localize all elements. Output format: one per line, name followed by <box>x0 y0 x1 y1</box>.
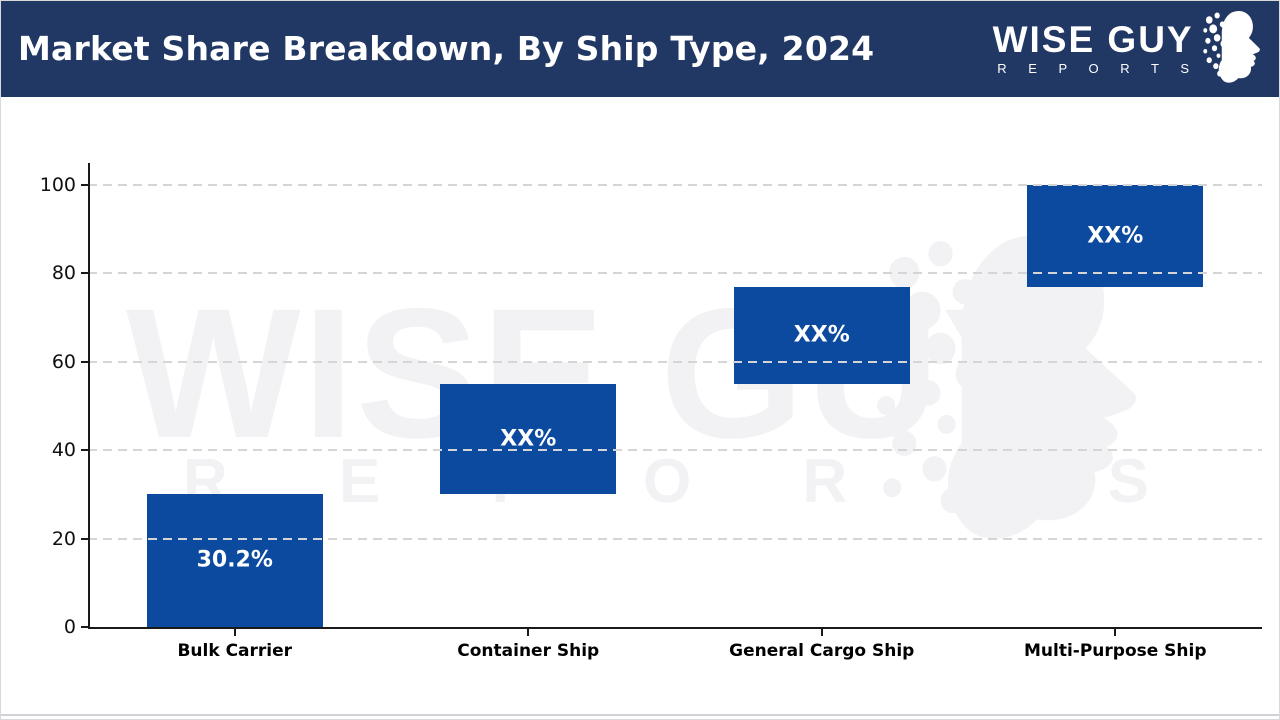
bar-value-label: 30.2% <box>196 547 273 573</box>
gridline-y-60 <box>88 360 1262 363</box>
y-tick-label-40: 40 <box>51 439 76 462</box>
bar-container-ship[interactable] <box>440 383 617 494</box>
x-category-label: Bulk Carrier <box>177 641 293 661</box>
x-category-label: Multi-Purpose Ship <box>1023 641 1207 661</box>
header-bar: Market Share Breakdown, By Ship Type, 20… <box>0 0 1280 97</box>
y-tickmark-0 <box>81 626 88 628</box>
x-category-label: General Cargo Ship <box>729 641 915 661</box>
brand-logo-line2: R E P O R T S <box>997 60 1198 76</box>
y-tick-label-100: 100 <box>39 174 76 196</box>
brand-logo-line1: WISE GUY <box>992 18 1194 60</box>
gridline-y-20 <box>88 537 1262 540</box>
bar-multi-purpose-ship[interactable] <box>1027 185 1204 287</box>
y-tick-label-0: 0 <box>63 616 76 638</box>
x-category-label: Container Ship <box>457 641 600 661</box>
y-tickmark-80 <box>81 272 88 275</box>
y-tick-label-20: 20 <box>51 527 76 550</box>
x-axis-line <box>88 627 1262 629</box>
chart-title: Market Share Breakdown, By Ship Type, 20… <box>18 29 875 68</box>
page-bottom-divider <box>0 714 1280 716</box>
gridline-y-40 <box>88 449 1262 452</box>
bar-value-label: XX% <box>500 426 557 452</box>
brand-logo: WISE GUY R E P O R T S <box>988 0 1266 97</box>
y-tickmark-100 <box>81 184 88 186</box>
y-axis-line <box>88 163 90 629</box>
x-tickmark-3 <box>820 628 823 636</box>
y-tick-label-60: 60 <box>51 350 76 373</box>
x-tickmark-1 <box>233 628 236 636</box>
y-tickmark-60 <box>81 360 88 363</box>
bar-value-label: XX% <box>1087 223 1144 249</box>
y-tick-label-80: 80 <box>51 262 76 285</box>
bar-general-cargo-ship[interactable] <box>733 286 910 384</box>
bar-bulk-carrier[interactable] <box>146 493 323 627</box>
x-tickmark-2 <box>527 628 530 636</box>
x-tickmark-4 <box>1114 628 1117 636</box>
bar-value-label: XX% <box>793 322 850 348</box>
brand-logo-text: WISE GUY R E P O R T S <box>988 18 1198 77</box>
y-tickmark-40 <box>81 449 88 452</box>
gridline-y-100 <box>88 184 1262 186</box>
y-tickmark-20 <box>81 537 88 540</box>
brand-logo-face-icon <box>1203 10 1260 83</box>
gridline-y-80 <box>88 272 1262 275</box>
